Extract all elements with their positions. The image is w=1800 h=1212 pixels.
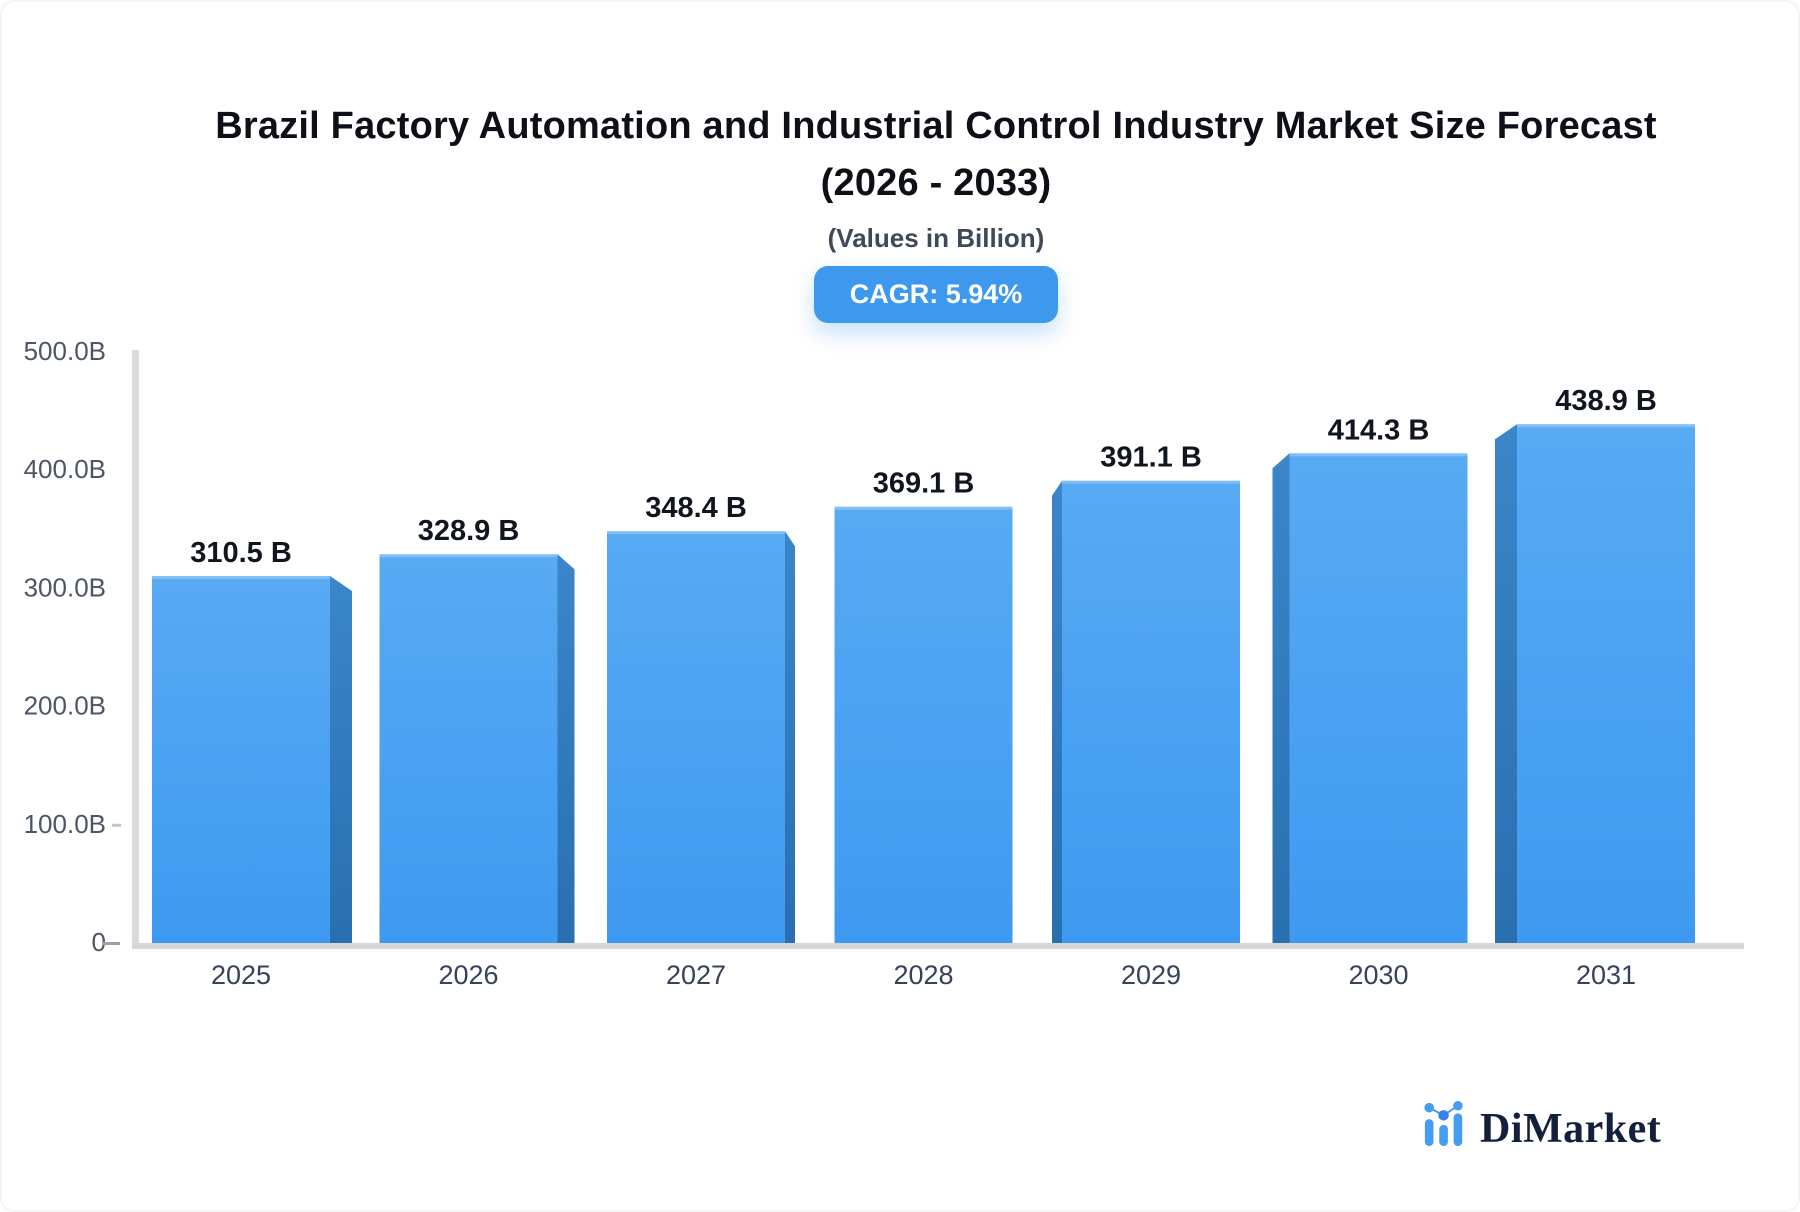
y-axis-tick-label: 100.0B xyxy=(24,809,106,839)
bar-top-highlight xyxy=(152,575,330,579)
brand-name: DiMarket xyxy=(1480,1106,1662,1152)
bar-top-highlight xyxy=(607,531,785,535)
y-axis-tick-label: 0 xyxy=(92,927,106,957)
cagr-badge: CAGR: 5.94% xyxy=(813,266,1059,323)
bar-group-2026[interactable]: 328.9 B 2026 xyxy=(379,515,575,990)
bar-top-highlight xyxy=(834,506,1013,510)
bar-face[interactable] xyxy=(379,554,558,943)
bar-top-highlight xyxy=(1289,453,1468,457)
bar-group-2029[interactable]: 391.1 B 2029 xyxy=(1052,442,1240,990)
bar-group-2031[interactable]: 438.9 B 2031 xyxy=(1495,385,1695,990)
bar-chart-icon xyxy=(1424,1100,1463,1146)
bar-group-2027[interactable]: 348.4 B 2027 xyxy=(607,492,795,990)
bar-face[interactable] xyxy=(152,575,330,943)
bar-value-label: 328.9 B xyxy=(418,515,520,547)
bar-side-face xyxy=(1272,453,1290,943)
x-axis-baseline xyxy=(132,943,1744,949)
x-axis-label: 2025 xyxy=(211,960,271,990)
bar-side-face xyxy=(557,554,575,943)
y-axis-tick-label: 300.0B xyxy=(24,572,106,602)
bar-face[interactable] xyxy=(607,531,785,943)
bar-value-label: 348.4 B xyxy=(645,492,747,524)
bar-value-label: 369.1 B xyxy=(873,468,975,500)
x-axis-label: 2028 xyxy=(893,960,953,990)
x-axis-label: 2031 xyxy=(1576,960,1636,990)
y-axis-tick-label: 500.0B xyxy=(24,336,106,366)
page-title: Brazil Factory Automation and Industrial… xyxy=(74,98,1798,212)
bar-side-face xyxy=(1052,480,1062,943)
bar-side-face xyxy=(785,531,795,943)
bar-face[interactable] xyxy=(834,506,1013,943)
bar-face[interactable] xyxy=(1517,424,1695,943)
title-line-1: Brazil Factory Automation and Industrial… xyxy=(215,105,1657,147)
brand-logo: DiMarket xyxy=(1423,1100,1661,1150)
bar-top-highlight xyxy=(379,554,558,558)
y-axis-line xyxy=(132,350,139,949)
bar-group-2028[interactable]: 369.1 B 2028 xyxy=(834,468,1013,990)
y-axis-tick xyxy=(103,942,120,945)
title-line-2: (2026 - 2033) xyxy=(820,162,1052,204)
x-axis-label: 2027 xyxy=(666,960,726,990)
y-axis-tick-label: 200.0B xyxy=(24,691,106,721)
chart-header: Brazil Factory Automation and Industrial… xyxy=(74,2,1798,323)
bar-face[interactable] xyxy=(1289,453,1468,943)
x-axis-label: 2029 xyxy=(1121,960,1181,990)
x-axis-label: 2030 xyxy=(1348,960,1408,990)
y-axis-tick-label: 400.0B xyxy=(24,454,106,484)
bar-value-label: 391.1 B xyxy=(1100,442,1202,474)
bar-value-label: 310.5 B xyxy=(190,537,292,569)
y-axis-tick xyxy=(112,823,121,827)
bar-side-face xyxy=(330,575,352,943)
bar-value-label: 414.3 B xyxy=(1328,414,1430,446)
bar-value-label: 438.9 B xyxy=(1555,385,1657,417)
x-axis-label: 2026 xyxy=(438,960,498,990)
chart-subtitle: (Values in Billion) xyxy=(827,223,1045,253)
bar-side-face xyxy=(1495,424,1517,943)
bar-top-highlight xyxy=(1062,480,1240,484)
bar-group-2030[interactable]: 414.3 B 2030 xyxy=(1272,414,1468,990)
bar-top-highlight xyxy=(1517,424,1695,428)
bar-group-2025[interactable]: 310.5 B 2025 xyxy=(152,537,352,990)
bar-face[interactable] xyxy=(1062,480,1240,943)
